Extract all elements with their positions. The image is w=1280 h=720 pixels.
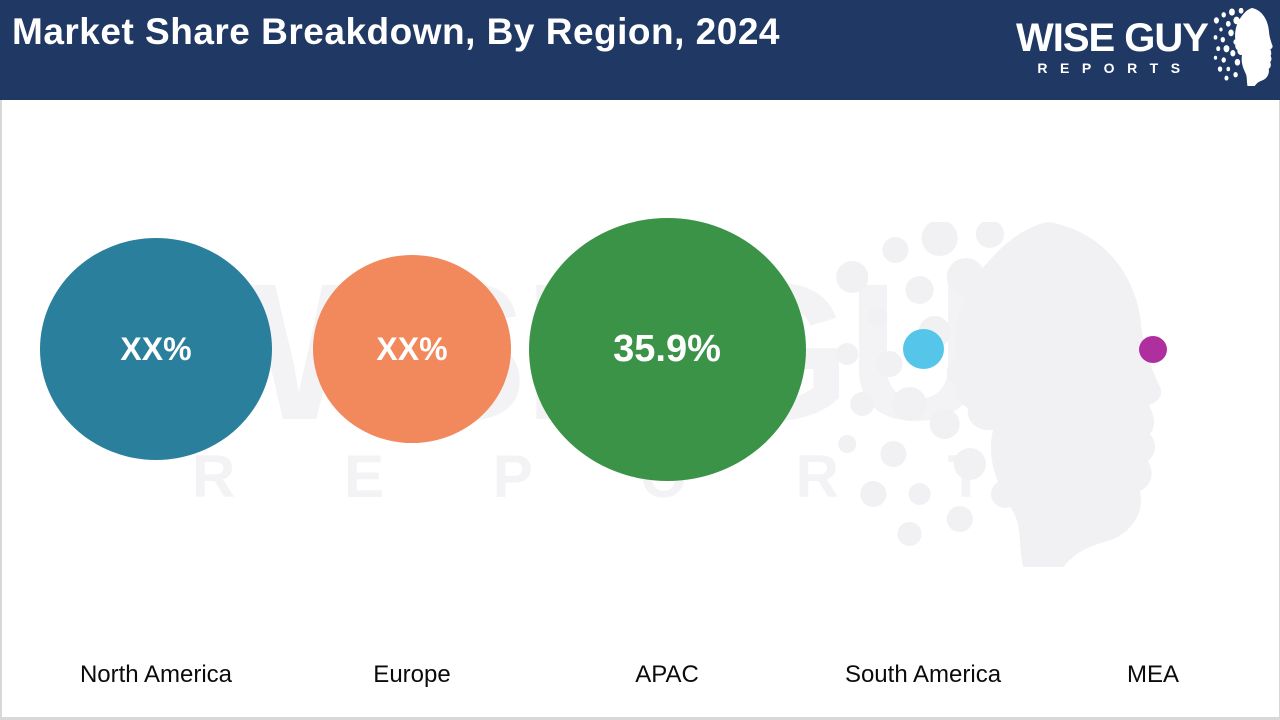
chart-area: WISE GUY R E P O R T S XX% [0, 100, 1280, 720]
logo-head-icon [1213, 8, 1273, 86]
brand-logo: WISE GUY REPORTS [1016, 8, 1274, 86]
bubble-value-europe: XX% [376, 330, 448, 367]
bubble-value-apac: 35.9% [613, 327, 721, 370]
logo-wordmark: WISE GUY [1015, 16, 1209, 60]
bubble-apac[interactable]: 35.9% [528, 217, 806, 481]
bubble-europe[interactable]: XX% [313, 255, 511, 443]
bubble-value-north-america: XX% [120, 330, 192, 367]
bubble-north-america[interactable]: XX% [40, 238, 272, 460]
watermark-subtitle: R E P O R T S [192, 443, 1133, 510]
category-label-south-america: South America [844, 661, 1002, 688]
watermark-head-icon [836, 222, 1162, 567]
header-bar: Market Share Breakdown, By Region, 2024 … [0, 0, 1280, 100]
category-label-north-america: North America [79, 661, 233, 688]
category-label-europe: Europe [373, 661, 451, 688]
category-label-apac: APAC [635, 661, 699, 688]
logo-text-block: WISE GUY REPORTS [1015, 16, 1209, 76]
bubble-south-america[interactable] [902, 329, 944, 369]
logo-subtitle: REPORTS [1037, 60, 1193, 76]
page-title: Market Share Breakdown, By Region, 2024 [12, 11, 780, 52]
bubble-mea[interactable] [1139, 335, 1167, 363]
category-label-mea: MEA [1126, 661, 1180, 688]
